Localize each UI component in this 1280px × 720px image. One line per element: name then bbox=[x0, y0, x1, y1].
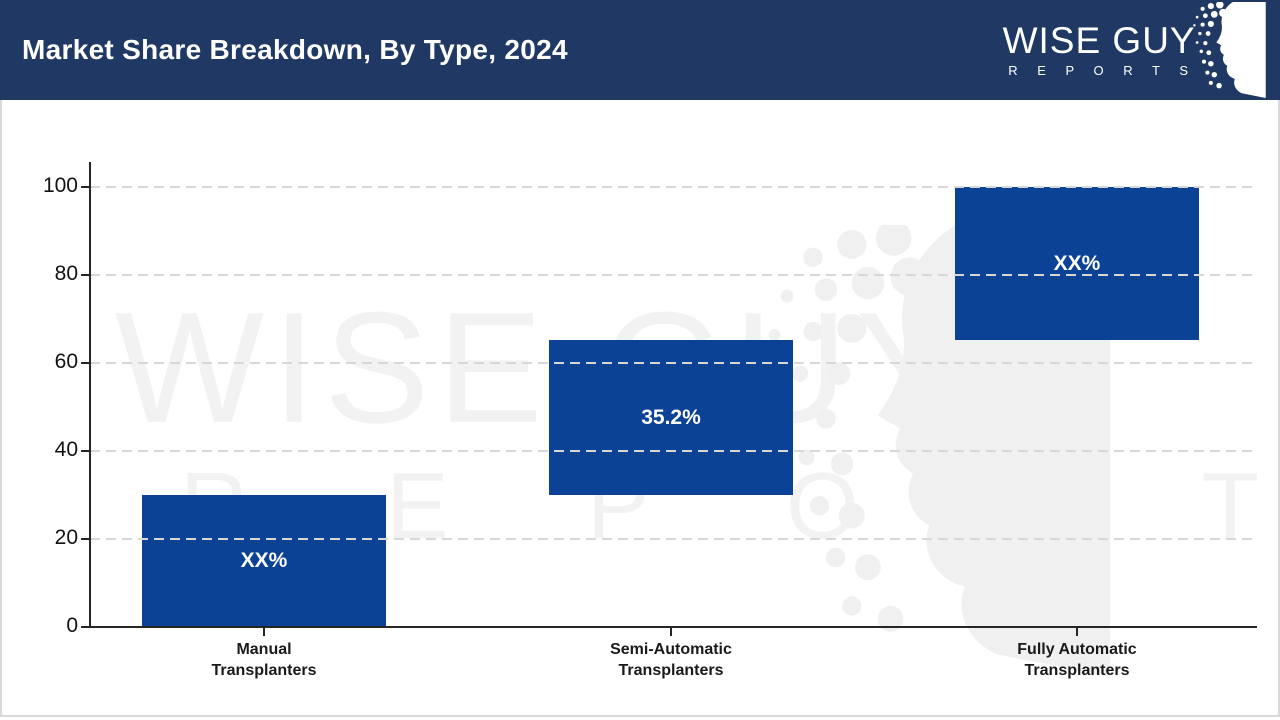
gridline-60 bbox=[90, 362, 1256, 364]
y-tick-mark-100 bbox=[81, 186, 89, 188]
page-title: Market Share Breakdown, By Type, 2024 bbox=[22, 34, 568, 65]
wiseguy-logo: WISE GUY R E P O R T S bbox=[1002, 2, 1280, 98]
category-line1: Fully Automatic bbox=[1017, 641, 1137, 658]
x-axis-line bbox=[88, 626, 1257, 628]
gridline-100 bbox=[90, 186, 1256, 188]
y-tick-mark-40 bbox=[81, 450, 89, 452]
header-bar: Market Share Breakdown, By Type, 2024 WI… bbox=[0, 0, 1280, 100]
gridline-20 bbox=[90, 538, 1256, 540]
bar-value-label: XX% bbox=[240, 549, 288, 572]
y-tick-label-100: 100 bbox=[42, 174, 78, 197]
y-tick-label-0: 0 bbox=[66, 614, 78, 637]
category-line1: Manual bbox=[236, 641, 292, 658]
y-tick-label-80: 80 bbox=[54, 262, 78, 285]
bar-value-label: 35.2% bbox=[641, 405, 701, 429]
y-axis-line bbox=[89, 162, 91, 628]
category-line2: Transplanters bbox=[1024, 662, 1130, 679]
y-tick-label-60: 60 bbox=[54, 350, 78, 373]
y-tick-mark-0 bbox=[81, 626, 89, 628]
logo-name: WISE GUY bbox=[1002, 20, 1196, 61]
category-line2: Transplanters bbox=[211, 662, 317, 679]
logo-text: WISE GUY R E P O R T S bbox=[1002, 20, 1196, 79]
watermark-wiseguy-text: WISE GUY bbox=[115, 280, 970, 456]
x-axis-category-label: Manual Transplanters bbox=[84, 639, 444, 681]
x-axis-category-label: Semi-Automatic Transplanters bbox=[491, 639, 851, 681]
x-tick-mark-0 bbox=[263, 628, 265, 636]
y-tick-mark-20 bbox=[81, 538, 89, 540]
category-line1: Semi-Automatic bbox=[610, 641, 732, 658]
gridline-40 bbox=[90, 450, 1256, 452]
y-tick-label-40: 40 bbox=[54, 438, 78, 461]
x-tick-mark-2 bbox=[1076, 628, 1078, 636]
y-tick-label-20: 20 bbox=[54, 526, 78, 549]
y-tick-mark-80 bbox=[81, 274, 89, 276]
bar-fully-automatic-transplanters: XX% bbox=[955, 187, 1199, 341]
bar-manual-transplanters: XX% bbox=[142, 495, 386, 627]
logo-subtitle: R E P O R T S bbox=[1008, 63, 1196, 78]
bar-semi-automatic-transplanters: 35.2% bbox=[549, 340, 793, 495]
bar-value-label: XX% bbox=[1053, 251, 1101, 275]
x-tick-mark-1 bbox=[670, 628, 672, 636]
y-tick-mark-60 bbox=[81, 362, 89, 364]
category-line2: Transplanters bbox=[618, 662, 724, 679]
gridline-80 bbox=[90, 274, 1256, 276]
x-axis-category-label: Fully Automatic Transplanters bbox=[897, 639, 1257, 681]
